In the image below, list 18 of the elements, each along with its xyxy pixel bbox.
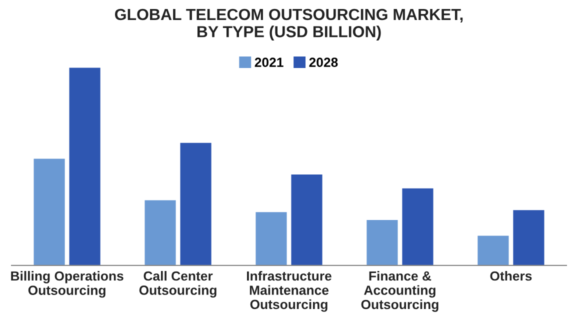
x-tick-label: Finance & Accounting Outsourcing [361, 270, 438, 312]
bar [180, 142, 212, 266]
x-tick-label: Others [490, 270, 532, 281]
bar [366, 220, 398, 266]
x-tick-label: Infrastructure Maintenance Outsourcing [246, 270, 332, 312]
x-tick-label: Call Center Outsourcing [139, 270, 216, 298]
bar [34, 158, 65, 266]
bar [144, 200, 176, 266]
chart-title: GLOBAL TELECOM OUTSOURCING MARKET, BY TYPE (USD BILLION) [115, 8, 463, 40]
legend-label: 2021 [254, 58, 284, 67]
legend-label: 2028 [309, 58, 338, 67]
bar [256, 212, 287, 266]
bar [291, 174, 322, 266]
bar [69, 68, 100, 266]
bar [402, 188, 434, 266]
bar [513, 210, 544, 266]
bar [478, 236, 509, 266]
x-tick-label: Billing Operations Outsourcing [11, 270, 124, 298]
